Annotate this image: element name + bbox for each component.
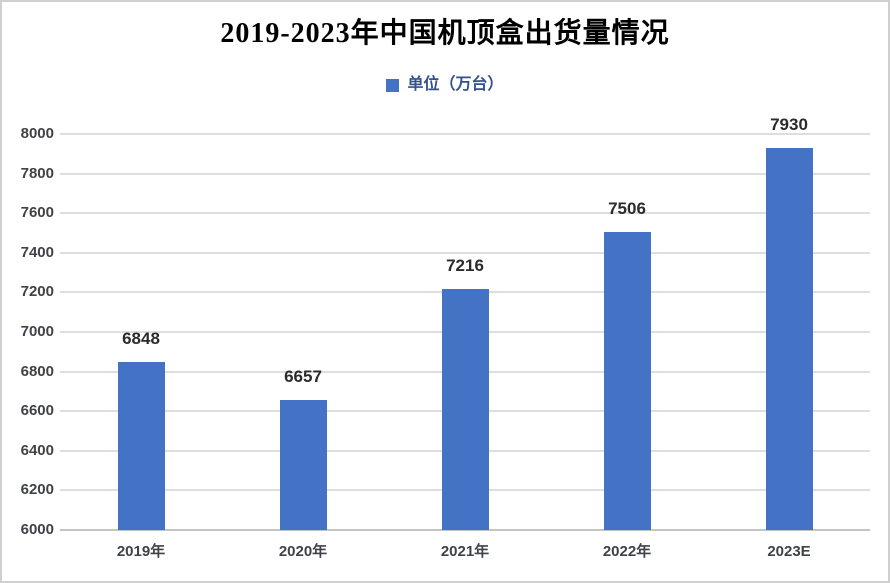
x-tick-label: 2023E: [767, 543, 811, 560]
y-tick-label: 6600: [20, 402, 54, 420]
x-axis-line: [60, 529, 870, 531]
x-tick-label: 2021年: [440, 543, 490, 560]
y-tick-label: 7200: [20, 283, 54, 301]
y-tick-label: 6800: [20, 362, 54, 380]
gridline: [60, 212, 870, 215]
bar: [765, 147, 813, 530]
bar-value-label: 6657: [284, 366, 322, 386]
legend-label: 单位（万台）: [407, 76, 504, 93]
bar-value-label: 7506: [608, 198, 646, 218]
bar-value-label: 7216: [446, 256, 484, 276]
x-tick-label: 2019年: [116, 543, 166, 560]
bar: [279, 399, 327, 530]
chart-legend: 单位（万台）: [2, 76, 888, 94]
bar: [117, 362, 165, 530]
y-tick-label: 6200: [20, 481, 54, 499]
gridline: [60, 133, 870, 135]
y-tick-label: 7600: [20, 204, 54, 222]
y-tick-label: 7000: [20, 323, 54, 340]
bar-value-label: 6848: [122, 329, 160, 349]
y-tick-label: 6400: [20, 441, 54, 459]
y-tick-label: 7400: [20, 243, 54, 261]
y-tick-label: 6000: [20, 521, 54, 538]
gridline: [60, 172, 870, 175]
x-tick-label: 2022年: [602, 543, 652, 560]
bar-value-label: 7930: [770, 114, 808, 134]
legend-swatch-icon: [386, 78, 400, 92]
gridline: [60, 251, 870, 254]
bar: [603, 231, 651, 530]
x-tick-label: 2020年: [278, 543, 328, 560]
y-tick-label: 7800: [20, 164, 54, 182]
chart-title: 2019-2023年中国机顶盒出货量情况: [220, 18, 670, 49]
bar: [441, 289, 489, 530]
y-tick-label: 8000: [20, 125, 54, 142]
